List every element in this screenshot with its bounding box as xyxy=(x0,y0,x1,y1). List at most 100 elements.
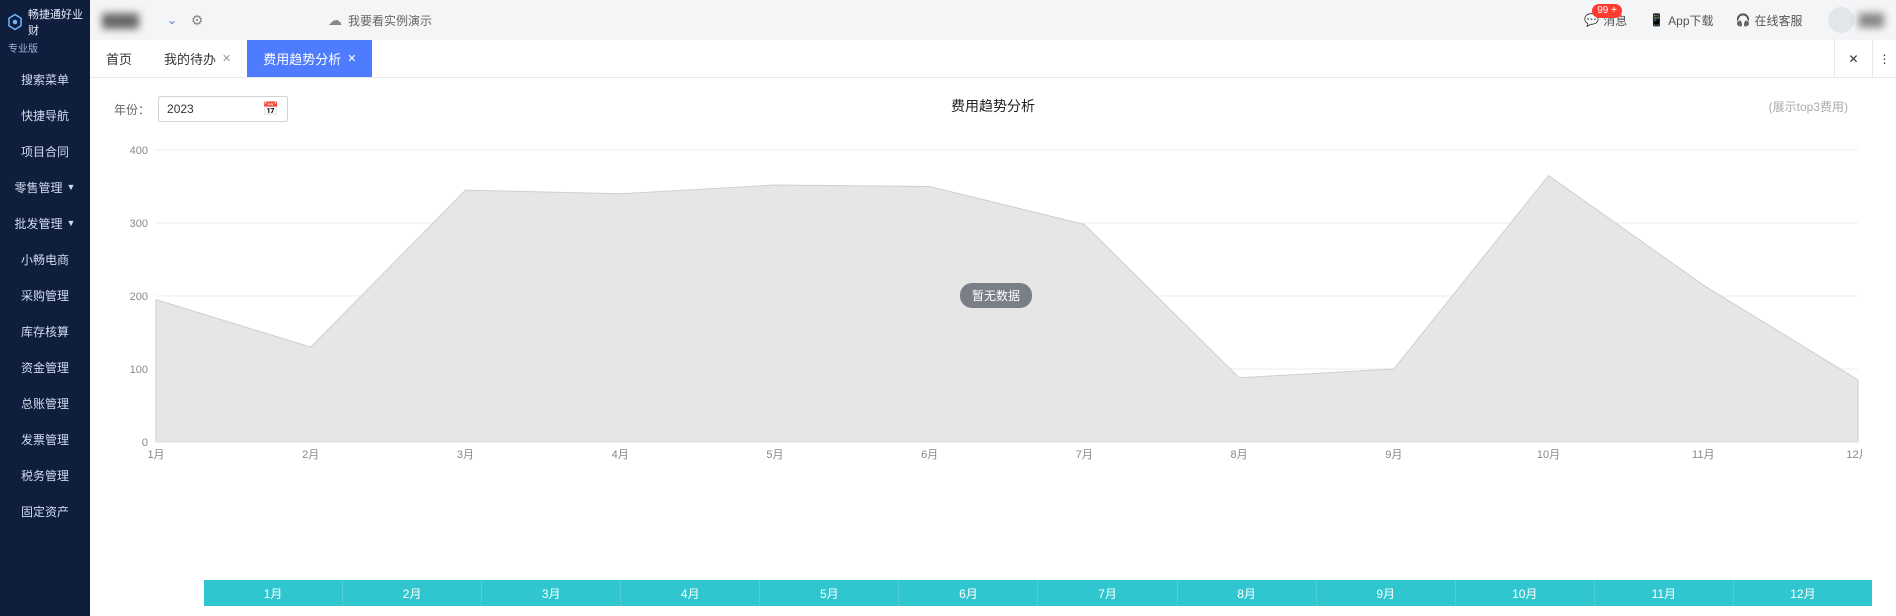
sidebar-item-5[interactable]: 小畅电商 xyxy=(0,241,90,277)
month-cell-3[interactable]: 3月 xyxy=(481,580,620,606)
sidebar-item-label: 搜索菜单 xyxy=(21,71,69,88)
month-cell-11[interactable]: 11月 xyxy=(1594,580,1733,606)
svg-text:11月: 11月 xyxy=(1692,449,1714,461)
chevron-down-icon: ▼ xyxy=(67,182,76,192)
month-cell-9[interactable]: 9月 xyxy=(1316,580,1455,606)
svg-text:4月: 4月 xyxy=(612,449,629,461)
demo-link[interactable]: ☁ 我要看实例演示 xyxy=(328,12,432,29)
sidebar-item-10[interactable]: 发票管理 xyxy=(0,421,90,457)
close-tab-button[interactable]: ✕ xyxy=(1834,40,1872,77)
headset-icon: 🎧 xyxy=(1736,13,1751,27)
chevron-down-icon: ▼ xyxy=(67,218,76,228)
sidebar-item-label: 税务管理 xyxy=(21,467,69,484)
sidebar-item-8[interactable]: 资金管理 xyxy=(0,349,90,385)
tab-2[interactable]: 费用趋势分析 ✕ xyxy=(247,40,372,77)
sidebar-item-1[interactable]: 快捷导航 xyxy=(0,97,90,133)
month-cell-4[interactable]: 4月 xyxy=(620,580,759,606)
sidebar: 畅捷通好业财 专业版 搜索菜单快捷导航项目合同零售管理▼批发管理▼小畅电商采购管… xyxy=(0,0,90,616)
chart: 01002003004001月2月3月4月5月6月7月8月9月10月11月12月… xyxy=(114,140,1872,510)
tab-label: 费用趋势分析 xyxy=(263,49,341,68)
messages-button[interactable]: 💬 消息 99 + xyxy=(1584,12,1627,29)
tab-0[interactable]: 首页 xyxy=(90,40,148,77)
svg-text:0: 0 xyxy=(142,437,148,449)
svg-text:400: 400 xyxy=(130,145,148,157)
svg-text:6月: 6月 xyxy=(921,449,938,461)
sidebar-item-label: 项目合同 xyxy=(21,143,69,160)
service-label: 在线客服 xyxy=(1754,12,1802,29)
svg-text:100: 100 xyxy=(130,364,148,376)
sidebar-item-6[interactable]: 采购管理 xyxy=(0,277,90,313)
month-cell-10[interactable]: 10月 xyxy=(1455,580,1594,606)
tab-label: 我的待办 xyxy=(164,49,216,68)
month-cell-7[interactable]: 7月 xyxy=(1037,580,1176,606)
sidebar-item-label: 固定资产 xyxy=(21,503,69,520)
chevron-down-icon: ⌄ xyxy=(167,13,177,27)
filter-bar: 年份： 📅 费用趋势分析 (展示top3费用) xyxy=(114,96,1872,122)
sidebar-item-label: 库存核算 xyxy=(21,323,69,340)
brand-name: 畅捷通好业财 xyxy=(28,6,84,38)
app-label: App下载 xyxy=(1668,12,1713,29)
logo: 畅捷通好业财 xyxy=(0,0,90,40)
close-icon[interactable]: ✕ xyxy=(222,52,231,65)
more-tabs-button[interactable]: ⋮ xyxy=(1872,40,1896,77)
year-field[interactable] xyxy=(167,102,247,116)
customer-service-button[interactable]: 🎧 在线客服 xyxy=(1736,12,1803,29)
sidebar-item-label: 采购管理 xyxy=(21,287,69,304)
svg-text:3月: 3月 xyxy=(457,449,474,461)
tab-label: 首页 xyxy=(106,49,132,68)
sidebar-item-11[interactable]: 税务管理 xyxy=(0,457,90,493)
sidebar-item-2[interactable]: 项目合同 xyxy=(0,133,90,169)
sidebar-item-label: 总账管理 xyxy=(21,395,69,412)
messages-badge: 99 + xyxy=(1592,4,1622,18)
sidebar-item-9[interactable]: 总账管理 xyxy=(0,385,90,421)
user-menu[interactable]: ███ xyxy=(1824,7,1884,33)
sidebar-item-label: 发票管理 xyxy=(21,431,69,448)
sidebar-item-0[interactable]: 搜索菜单 xyxy=(0,61,90,97)
tab-1[interactable]: 我的待办 ✕ xyxy=(148,40,247,77)
svg-text:7月: 7月 xyxy=(1076,449,1093,461)
company-selector[interactable]: ████ ⌄ ⚙ xyxy=(102,12,302,29)
sidebar-item-label: 批发管理 xyxy=(15,215,63,232)
demo-label: 我要看实例演示 xyxy=(348,12,432,29)
content-area: 年份： 📅 费用趋势分析 (展示top3费用) 01002003004001月2… xyxy=(90,78,1896,616)
month-cell-12[interactable]: 12月 xyxy=(1733,580,1872,606)
month-cell-5[interactable]: 5月 xyxy=(759,580,898,606)
sidebar-item-label: 资金管理 xyxy=(21,359,69,376)
chart-title: 费用趋势分析 xyxy=(951,96,1035,116)
month-cell-8[interactable]: 8月 xyxy=(1177,580,1316,606)
month-strip: 1月2月3月4月5月6月7月8月9月10月11月12月 xyxy=(204,580,1872,606)
phone-icon: 📱 xyxy=(1649,13,1664,27)
cloud-icon: ☁ xyxy=(328,12,342,29)
svg-text:10月: 10月 xyxy=(1537,449,1560,461)
svg-text:5月: 5月 xyxy=(766,449,783,461)
app-download-button[interactable]: 📱 App下载 xyxy=(1649,12,1713,29)
svg-text:2月: 2月 xyxy=(302,449,319,461)
close-icon[interactable]: ✕ xyxy=(347,52,356,65)
gear-icon[interactable]: ⚙ xyxy=(191,12,204,29)
sidebar-item-label: 快捷导航 xyxy=(21,107,69,124)
user-name: ███ xyxy=(1858,13,1884,27)
month-cell-2[interactable]: 2月 xyxy=(342,580,481,606)
company-name: ████ xyxy=(102,13,139,28)
svg-text:12月: 12月 xyxy=(1846,449,1862,461)
sidebar-item-7[interactable]: 库存核算 xyxy=(0,313,90,349)
svg-text:9月: 9月 xyxy=(1385,449,1402,461)
topbar-right: 💬 消息 99 + 📱 App下载 🎧 在线客服 ███ xyxy=(1584,7,1884,33)
tabs-bar: 首页 我的待办 ✕ 费用趋势分析 ✕ ✕ ⋮ xyxy=(90,40,1896,78)
svg-text:8月: 8月 xyxy=(1231,449,1248,461)
logo-icon xyxy=(6,13,24,31)
year-label: 年份： xyxy=(114,101,150,118)
avatar xyxy=(1828,7,1854,33)
month-cell-6[interactable]: 6月 xyxy=(898,580,1037,606)
svg-text:200: 200 xyxy=(130,291,148,303)
sidebar-item-12[interactable]: 固定资产 xyxy=(0,493,90,529)
sidebar-item-label: 小畅电商 xyxy=(21,251,69,268)
top3-hint: (展示top3费用) xyxy=(1769,98,1848,115)
calendar-icon[interactable]: 📅 xyxy=(263,101,279,117)
month-cell-1[interactable]: 1月 xyxy=(204,580,342,606)
no-data-badge: 暂无数据 xyxy=(960,283,1032,308)
sidebar-item-3[interactable]: 零售管理▼ xyxy=(0,169,90,205)
year-input[interactable]: 📅 xyxy=(158,96,288,122)
sidebar-item-4[interactable]: 批发管理 ▼ xyxy=(0,205,90,241)
svg-text:300: 300 xyxy=(130,218,148,230)
